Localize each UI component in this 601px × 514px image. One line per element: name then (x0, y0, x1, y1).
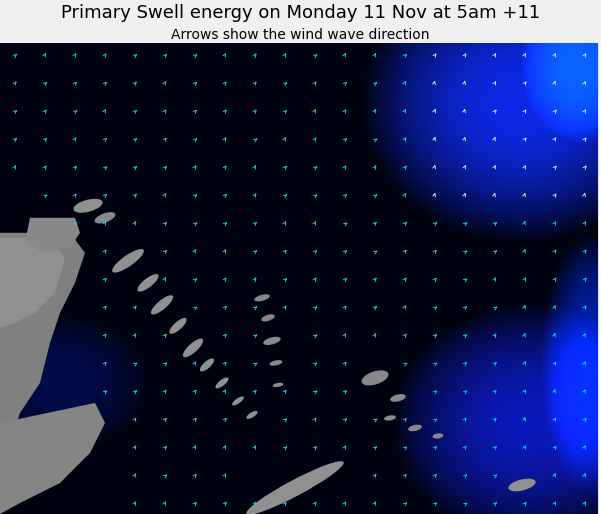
Ellipse shape (246, 411, 258, 419)
Ellipse shape (169, 318, 186, 334)
Ellipse shape (138, 274, 159, 291)
Ellipse shape (408, 425, 422, 431)
Text: Primary Swell energy on Monday 11 Nov at 5am +11: Primary Swell energy on Monday 11 Nov at… (61, 4, 540, 22)
Ellipse shape (433, 433, 444, 438)
Ellipse shape (261, 314, 275, 321)
Ellipse shape (73, 199, 103, 213)
Ellipse shape (232, 396, 244, 406)
Ellipse shape (215, 377, 228, 389)
Ellipse shape (390, 394, 406, 402)
Ellipse shape (200, 358, 214, 372)
Text: Arrows show the wind wave direction: Arrows show the wind wave direction (171, 28, 430, 42)
Ellipse shape (384, 415, 396, 420)
Ellipse shape (508, 479, 535, 491)
Polygon shape (25, 218, 80, 253)
Polygon shape (0, 233, 85, 514)
Ellipse shape (246, 461, 344, 514)
Ellipse shape (273, 383, 284, 387)
Polygon shape (0, 403, 105, 514)
Polygon shape (0, 238, 65, 328)
Ellipse shape (270, 360, 282, 365)
Ellipse shape (362, 371, 388, 386)
Ellipse shape (112, 249, 144, 272)
Ellipse shape (151, 295, 173, 315)
Ellipse shape (254, 295, 270, 301)
Ellipse shape (94, 212, 115, 224)
Ellipse shape (183, 339, 203, 357)
Ellipse shape (263, 337, 281, 345)
